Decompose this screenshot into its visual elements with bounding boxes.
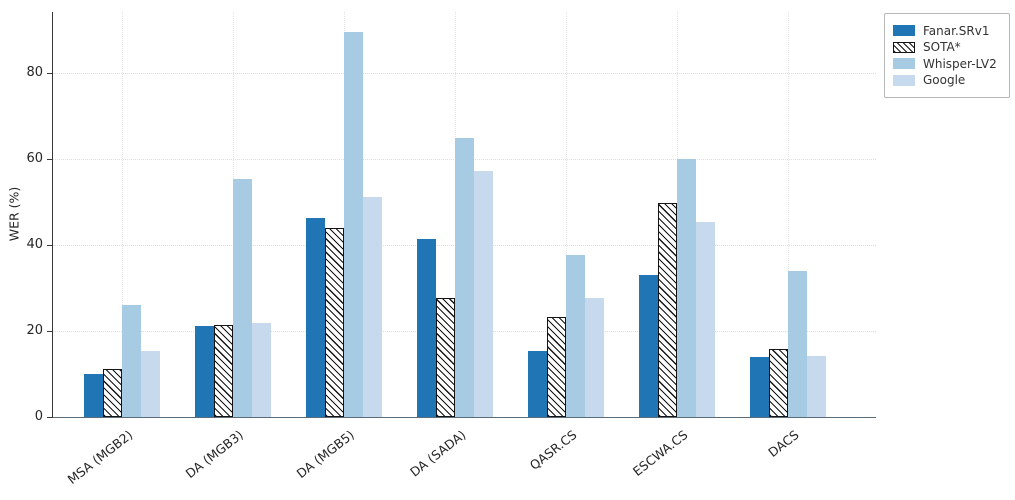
y-tick-label: 0 xyxy=(34,409,43,425)
bar-whisper-lv2-dacs xyxy=(788,270,807,417)
y-tick-mark xyxy=(47,331,53,333)
legend-item-google: Google xyxy=(893,73,1001,87)
y-tick-mark xyxy=(47,159,53,161)
bar-fanar-srv1-dacs xyxy=(750,356,769,417)
legend-item-sota: SOTA* xyxy=(893,40,1001,54)
y-tick-mark xyxy=(47,417,53,418)
bar-fanar-srv1-da-sada xyxy=(417,239,436,417)
x-tick-label-escwa-cs: ESCWA.CS xyxy=(629,427,691,479)
bar-google-dacs xyxy=(807,356,826,417)
bar-fanar-srv1-escwa-cs xyxy=(639,275,658,417)
bar-google-da-sada xyxy=(474,170,493,417)
bar-google-qasr-cs xyxy=(585,297,604,417)
gridline-x-qasr-cs xyxy=(566,12,567,417)
bar-whisper-lv2-msa-mgb2 xyxy=(122,305,141,417)
bar-sota-da-mgb3 xyxy=(214,325,233,417)
bar-sota-da-mgb5 xyxy=(325,228,344,417)
y-tick-label: 60 xyxy=(26,151,43,167)
bar-whisper-lv2-escwa-cs xyxy=(677,159,696,417)
y-tick-mark xyxy=(47,245,53,247)
x-tick-label-da-mgb5: DA (MGB5) xyxy=(293,427,358,482)
bar-sota-qasr-cs xyxy=(547,316,566,417)
bar-sota-escwa-cs xyxy=(658,202,677,417)
bar-sota-dacs xyxy=(769,348,788,417)
legend-item-fanar-srv1: Fanar.SRv1 xyxy=(893,24,1001,38)
bar-google-msa-mgb2 xyxy=(141,351,160,417)
bar-fanar-srv1-qasr-cs xyxy=(528,351,547,417)
y-tick-label: 40 xyxy=(26,237,43,253)
gridline-x-msa-mgb2 xyxy=(122,12,123,417)
legend-swatch-sota xyxy=(893,41,915,53)
bar-whisper-lv2-da-mgb5 xyxy=(344,31,363,417)
gridline-y-80 xyxy=(53,73,876,75)
bar-sota-da-sada xyxy=(436,297,455,417)
legend-swatch-whisper-lv2 xyxy=(893,58,915,69)
plot-area: 0 20 40 60 80 MSA (MGB2) DA (MGB3) DA (MGB5) DA … xyxy=(26,12,876,487)
bar-whisper-lv2-da-mgb3 xyxy=(233,178,252,417)
y-tick-label: 80 xyxy=(26,65,43,81)
x-tick-label-qasr-cs: QASR.CS xyxy=(526,427,580,473)
legend-label-google: Google xyxy=(923,73,966,87)
bar-google-da-mgb5 xyxy=(363,197,382,417)
legend-label-sota: SOTA* xyxy=(923,40,961,54)
bar-sota-msa-mgb2 xyxy=(103,368,122,417)
legend-swatch-fanar-srv1 xyxy=(893,25,915,36)
bar-whisper-lv2-qasr-cs xyxy=(566,255,585,417)
bar-fanar-srv1-da-mgb3 xyxy=(195,325,214,417)
legend-label-whisper-lv2: Whisper-LV2 xyxy=(923,56,997,71)
y-tick-mark xyxy=(47,73,53,75)
legend-swatch-google xyxy=(893,74,915,86)
y-axis-title: WER (%) xyxy=(6,186,22,242)
bar-whisper-lv2-da-sada xyxy=(455,137,474,417)
bar-fanar-srv1-msa-mgb2 xyxy=(84,374,103,417)
bar-google-da-mgb3 xyxy=(252,322,271,417)
bar-google-escwa-cs xyxy=(696,221,715,417)
legend: Fanar.SRv1 SOTA* Whisper-LV2 Google xyxy=(884,13,1010,98)
gridline-x-dacs xyxy=(788,12,789,417)
x-tick-label-da-mgb3: DA (MGB3) xyxy=(182,427,247,482)
x-tick-label-da-sada: DA (SADA) xyxy=(406,427,469,480)
y-tick-label: 20 xyxy=(26,323,43,339)
legend-label-fanar-srv1: Fanar.SRv1 xyxy=(923,23,990,38)
bar-fanar-srv1-da-mgb5 xyxy=(306,218,325,417)
x-tick-label-dacs: DACS xyxy=(764,427,802,461)
x-tick-label-msa-mgb2: MSA (MGB2) xyxy=(64,427,136,487)
legend-item-whisper-lv2: Whisper-LV2 xyxy=(893,57,1001,71)
